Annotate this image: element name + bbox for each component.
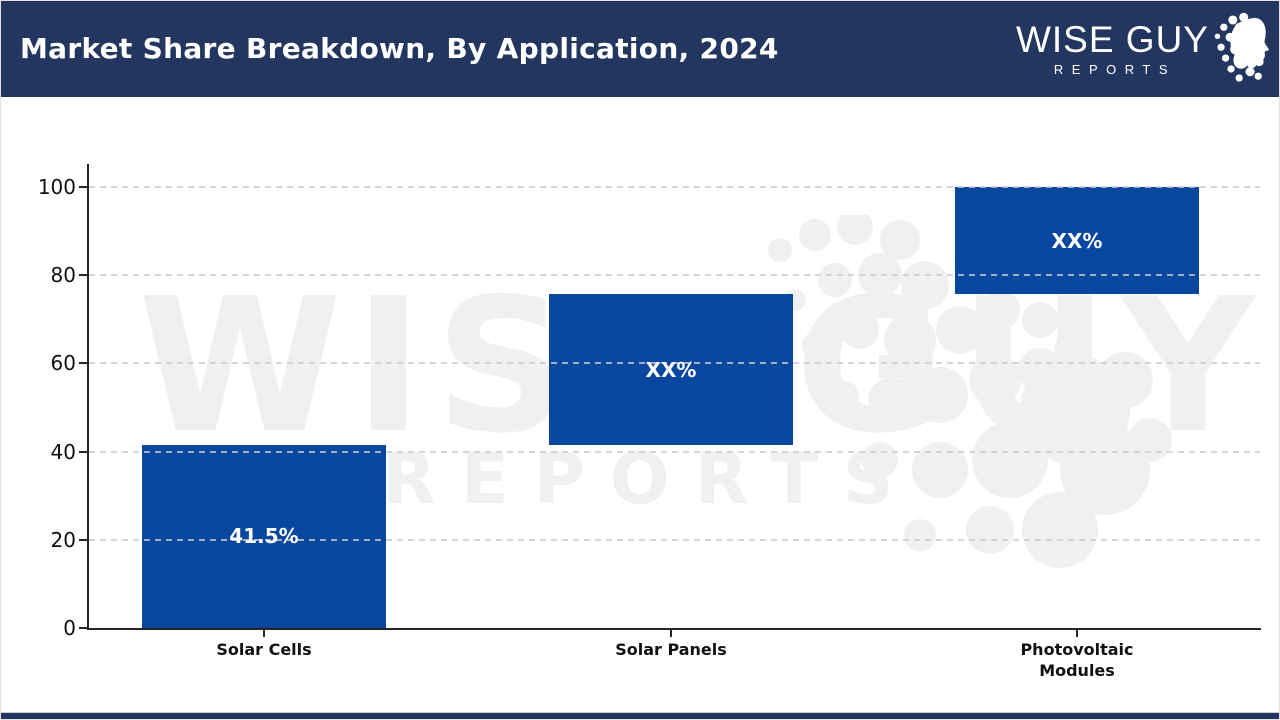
y-tick-label: 40: [50, 439, 76, 464]
header-bar: Market Share Breakdown, By Application, …: [0, 0, 1280, 97]
gridline: [89, 186, 1260, 188]
y-tick-mark: [79, 186, 87, 188]
x-axis-line: [87, 628, 1261, 630]
y-tick-label: 100: [37, 175, 76, 199]
bar-value-label: XX%: [645, 357, 697, 382]
bar-value-label: 41.5%: [229, 524, 299, 549]
x-category-label: Solar Panels: [615, 640, 727, 659]
x-category-label: Solar Cells: [216, 640, 312, 659]
y-tick-mark: [79, 538, 87, 541]
bar: [549, 294, 793, 445]
y-tick-mark: [79, 274, 87, 277]
y-tick-mark: [79, 627, 87, 629]
gridline: [89, 450, 1260, 453]
y-tick-label: 20: [50, 527, 76, 552]
x-tick-mark: [670, 630, 672, 637]
footer-divider: [0, 712, 1280, 713]
bar: [142, 445, 386, 628]
gridline: [89, 538, 1260, 541]
y-tick-mark: [79, 362, 87, 365]
bar-value-label: XX%: [1051, 228, 1103, 253]
gridline: [89, 362, 1260, 365]
logo-face-icon: [1214, 12, 1270, 82]
y-axis-line: [87, 164, 89, 630]
plot-area: [89, 155, 1260, 628]
x-tick-mark: [263, 630, 265, 637]
logo-wordmark-block: WISE GUY REPORTS: [1016, 21, 1209, 77]
footer-bar: [0, 713, 1280, 720]
y-tick-label: 0: [63, 616, 76, 640]
x-category-label: Photovoltaic Modules: [1020, 640, 1134, 680]
x-tick-mark: [1076, 630, 1078, 637]
wise-guy-reports-logo: WISE GUY REPORTS: [1016, 7, 1270, 91]
logo-wordmark: WISE GUY: [1015, 19, 1209, 60]
chart-title: Market Share Breakdown, By Application, …: [20, 32, 779, 65]
watermark-face-dots-graphic: [768, 215, 1172, 568]
gridline: [89, 274, 1260, 277]
bar: [955, 187, 1199, 295]
logo-subtext: REPORTS: [1053, 62, 1177, 77]
y-tick-label: 80: [50, 263, 76, 288]
y-tick-label: 60: [50, 351, 76, 376]
y-tick-mark: [79, 450, 87, 453]
